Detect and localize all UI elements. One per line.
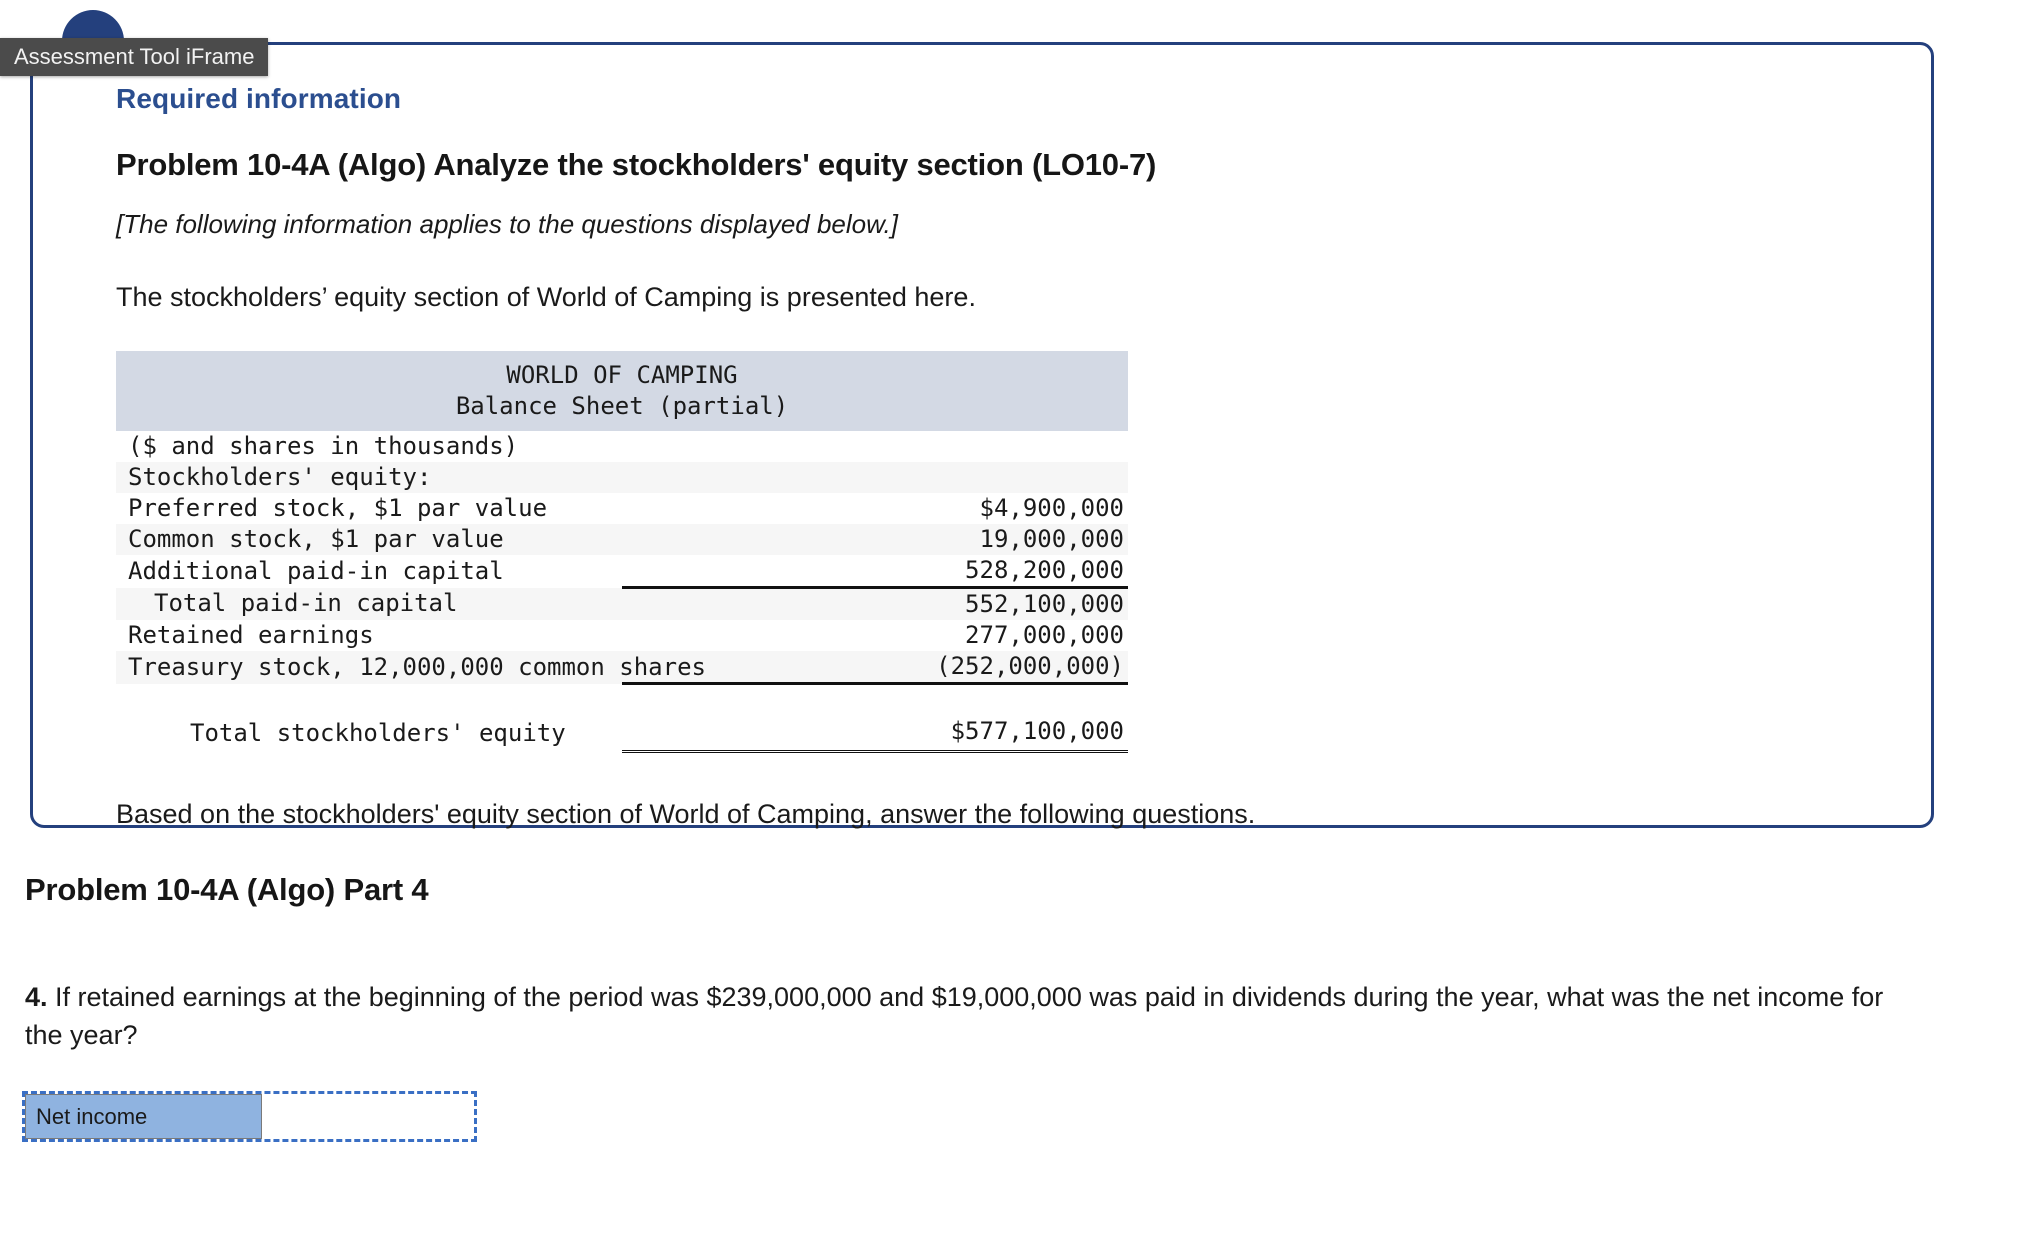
applies-note: [The following information applies to th… — [116, 209, 898, 239]
row-amount: 528,200,000 — [622, 555, 1128, 588]
required-information-panel: Required information Problem 10-4A (Algo… — [30, 42, 1934, 829]
subtotal-rule-spacer — [116, 682, 1128, 716]
row-label: Treasury stock, 12,000,000 common shares — [116, 651, 706, 684]
table-header-row: WORLD OF CAMPING Balance Sheet (partial) — [116, 351, 1128, 431]
table-row: Treasury stock, 12,000,000 common shares… — [116, 651, 1128, 684]
row-label: Additional paid-in capital — [116, 555, 622, 588]
answer-entry-area: Net income — [22, 1091, 477, 1142]
net-income-input[interactable] — [263, 1096, 472, 1137]
row-amount: (252,000,000) — [622, 651, 1128, 684]
iframe-tooltip: Assessment Tool iFrame — [0, 38, 269, 76]
problem-title: Problem 10-4A (Algo) Analyze the stockho… — [116, 147, 1157, 182]
table-row: Retained earnings 277,000,000 — [116, 620, 1128, 651]
part-title: Problem 10-4A (Algo) Part 4 — [25, 872, 429, 907]
row-label: Preferred stock, $1 par value — [116, 493, 622, 524]
question-text: If retained earnings at the beginning of… — [25, 982, 1884, 1050]
table-row: Preferred stock, $1 par value $4,900,000 — [116, 493, 1128, 524]
question-text-block: 4. If retained earnings at the beginning… — [25, 978, 1915, 1054]
units-note-amount — [622, 431, 1128, 462]
answer-value-cell[interactable] — [261, 1094, 474, 1139]
answer-table: Net income — [22, 1091, 477, 1142]
section-label: Stockholders' equity: — [116, 462, 622, 493]
company-name: WORLD OF CAMPING — [506, 361, 738, 389]
balance-sheet-table: WORLD OF CAMPING Balance Sheet (partial) … — [116, 351, 1128, 753]
row-label: Total stockholders' equity — [116, 716, 622, 752]
row-amount: 19,000,000 — [622, 524, 1128, 555]
statement-name: Balance Sheet (partial) — [455, 392, 789, 420]
section-label-amount — [622, 462, 1128, 493]
row-label: Retained earnings — [116, 620, 622, 651]
answer-row: Net income — [25, 1094, 474, 1139]
spacer-label — [116, 683, 622, 716]
intro-line: The stockholders’ equity section of Worl… — [116, 282, 976, 312]
row-label: Common stock, $1 par value — [116, 524, 622, 555]
required-information-heading: Required information — [116, 83, 402, 114]
table-row: Additional paid-in capital 528,200,000 — [116, 555, 1128, 588]
table-row: ($ and shares in thousands) — [116, 431, 1128, 462]
row-label: Total paid-in capital — [116, 587, 622, 620]
row-amount: 552,100,000 — [622, 586, 1128, 620]
row-amount: 277,000,000 — [622, 620, 1128, 651]
table-row-subtotal: Total paid-in capital 552,100,000 — [116, 586, 1128, 620]
spacer-amount — [622, 682, 1128, 716]
row-amount: $4,900,000 — [622, 493, 1128, 524]
answer-row-label: Net income — [25, 1094, 262, 1139]
balance-sheet-header-cell: WORLD OF CAMPING Balance Sheet (partial) — [116, 351, 1128, 431]
question-number: 4. — [25, 982, 48, 1012]
row-amount: $577,100,000 — [622, 716, 1128, 753]
table-row-total: Total stockholders' equity $577,100,000 — [116, 716, 1128, 753]
units-note: ($ and shares in thousands) — [116, 431, 622, 462]
table-row: Stockholders' equity: — [116, 462, 1128, 493]
table-row: Common stock, $1 par value 19,000,000 — [116, 524, 1128, 555]
based-on-line: Based on the stockholders' equity sectio… — [116, 799, 1256, 829]
